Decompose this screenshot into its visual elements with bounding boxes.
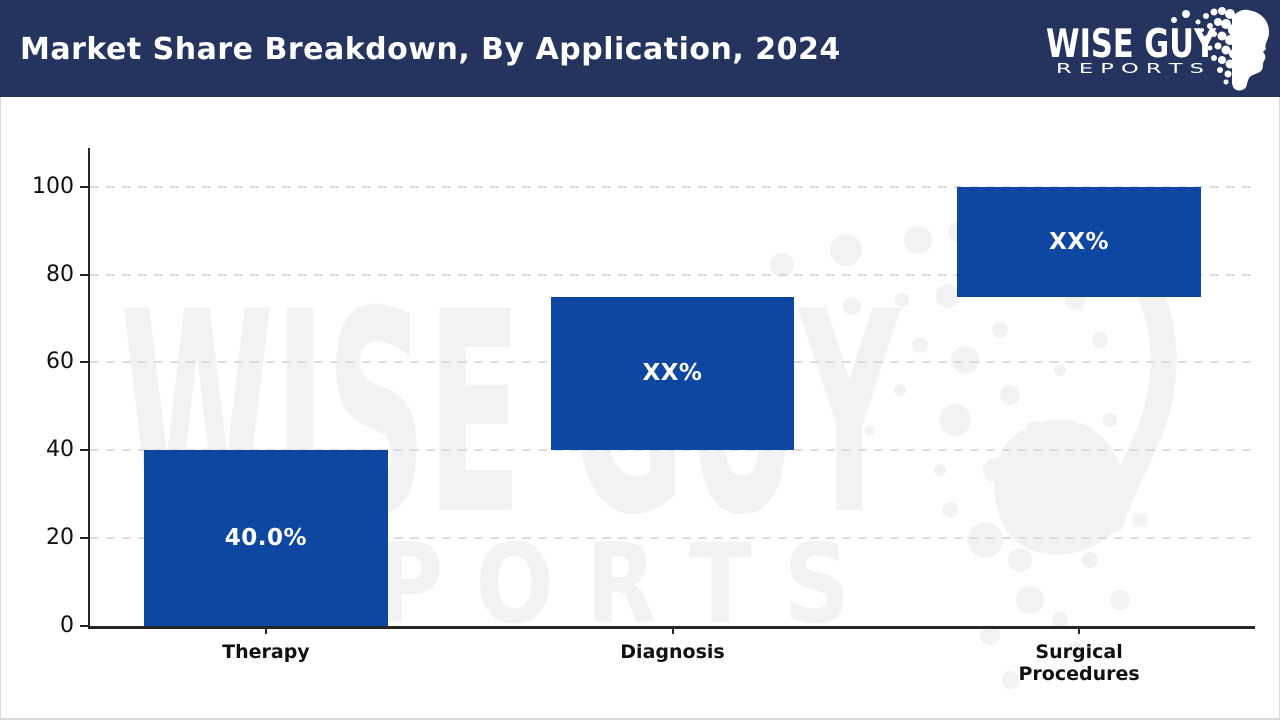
gridline-80 <box>90 273 1255 276</box>
y-tick-label-100: 100 <box>32 173 74 199</box>
chart-title: Market Share Breakdown, By Application, … <box>20 32 841 67</box>
bar-diagnosis: XX% <box>550 296 795 451</box>
x-axis-label-2: Surgical Procedures <box>1018 641 1140 685</box>
y-tick-label-20: 20 <box>46 525 74 551</box>
y-tick-20 <box>80 537 88 540</box>
y-tick-100 <box>80 185 88 188</box>
y-tick-40 <box>80 449 88 452</box>
logo-face-icon <box>1171 7 1270 91</box>
bar-surgical-procedures: XX% <box>957 186 1202 297</box>
x-axis-label-1: Diagnosis <box>620 641 725 663</box>
bar-value-label: 40.0% <box>224 525 308 552</box>
gridline-40 <box>90 449 1255 452</box>
plot-area: 0 20 40 60 80 100 40.0% Therapy XX% Diagnosis XX% S… <box>32 148 1255 685</box>
bar-therapy: 40.0% <box>143 450 388 626</box>
y-tick-label-40: 40 <box>46 437 74 463</box>
bottom-border <box>0 718 1280 720</box>
x-tick-0 <box>264 626 267 634</box>
y-tick-label-80: 80 <box>46 261 74 287</box>
gridline-100 <box>90 185 1255 188</box>
y-tick-label-0: 0 <box>60 613 74 638</box>
x-axis-label-0: Therapy <box>222 641 310 663</box>
logo-wordmark: WISE GUY <box>1046 22 1217 67</box>
y-tick-60 <box>80 361 88 364</box>
bar-value-label: XX% <box>642 360 703 387</box>
wise-guy-reports-logo: WISE GUY R E P O R T S <box>1046 7 1270 91</box>
bar-value-label: XX% <box>1049 228 1110 255</box>
header-bar: Market Share Breakdown, By Application, … <box>0 0 1280 97</box>
y-tick-label-60: 60 <box>46 349 74 375</box>
x-tick-2 <box>1078 626 1081 634</box>
gridline-20 <box>90 537 1255 540</box>
y-tick-80 <box>80 273 88 276</box>
logo-reports-text: R E P O R T S <box>1056 62 1204 77</box>
x-tick-1 <box>671 626 674 634</box>
y-tick-0 <box>80 625 88 627</box>
